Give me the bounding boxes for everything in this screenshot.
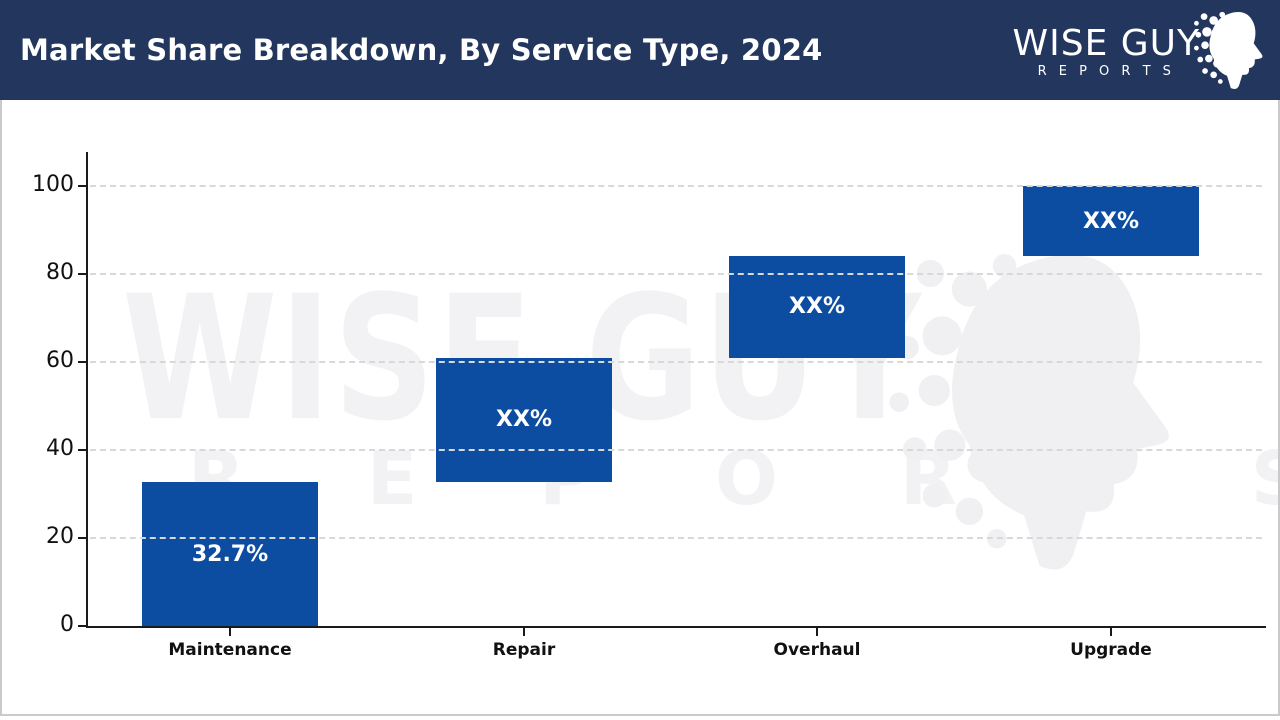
y-axis-tick-label-80: 80 xyxy=(46,260,74,285)
x-axis-label-maintenance: Maintenance xyxy=(168,640,292,660)
y-axis-tick-60 xyxy=(78,361,86,363)
bar-repair: XX% xyxy=(436,357,612,483)
y-axis-tick-label-100: 100 xyxy=(32,172,74,197)
logo-subtext: R E P O R T S xyxy=(1037,64,1175,80)
gridline-100 xyxy=(90,185,1262,187)
bar-value-label-maintenance: 32.7% xyxy=(191,541,269,567)
y-axis-tick-20 xyxy=(78,537,86,539)
y-axis-tick-80 xyxy=(78,273,86,275)
x-axis-spine xyxy=(86,626,1266,628)
bar-value-label-overhaul: XX% xyxy=(789,294,845,320)
bar-maintenance: 32.7% xyxy=(142,482,318,626)
y-axis-tick-label-20: 20 xyxy=(46,524,74,549)
x-axis-tick-upgrade xyxy=(1110,628,1112,636)
y-axis-tick-label-0: 0 xyxy=(60,612,74,637)
y-axis-spine xyxy=(86,152,88,628)
gridline-40 xyxy=(90,449,1262,451)
y-axis-tick-100 xyxy=(78,185,86,187)
y-axis-tick-40 xyxy=(78,449,86,451)
logo-text: WISE GUY R E P O R T S xyxy=(1012,22,1201,80)
chart-title: Market Share Breakdown, By Service Type,… xyxy=(20,33,823,67)
gridline-20 xyxy=(90,537,1262,539)
wise-guy-reports-logo: WISE GUY R E P O R T S xyxy=(1013,6,1267,94)
watermark-head-profile-icon xyxy=(889,254,1169,570)
y-axis-tick-label-60: 60 xyxy=(46,348,74,373)
bar-value-label-repair: XX% xyxy=(496,407,552,433)
gridline-80 xyxy=(90,273,1262,275)
logo-head-profile-icon xyxy=(1194,11,1263,90)
gridline-60 xyxy=(90,361,1262,363)
y-axis-tick-0 xyxy=(78,625,86,627)
x-axis-label-upgrade: Upgrade xyxy=(1070,640,1152,660)
header-bar: Market Share Breakdown, By Service Type,… xyxy=(0,0,1280,100)
x-axis-tick-overhaul xyxy=(816,628,818,636)
bar-upgrade: XX% xyxy=(1023,186,1199,257)
x-axis-label-repair: Repair xyxy=(492,640,556,660)
x-axis-label-overhaul: Overhaul xyxy=(773,640,861,660)
x-axis-tick-repair xyxy=(523,628,525,636)
x-axis-tick-maintenance xyxy=(229,628,231,636)
bar-value-label-upgrade: XX% xyxy=(1083,208,1139,234)
logo-wordmark: WISE GUY xyxy=(1012,22,1200,64)
y-axis-tick-label-40: 40 xyxy=(46,436,74,461)
bar-overhaul: XX% xyxy=(729,256,905,358)
